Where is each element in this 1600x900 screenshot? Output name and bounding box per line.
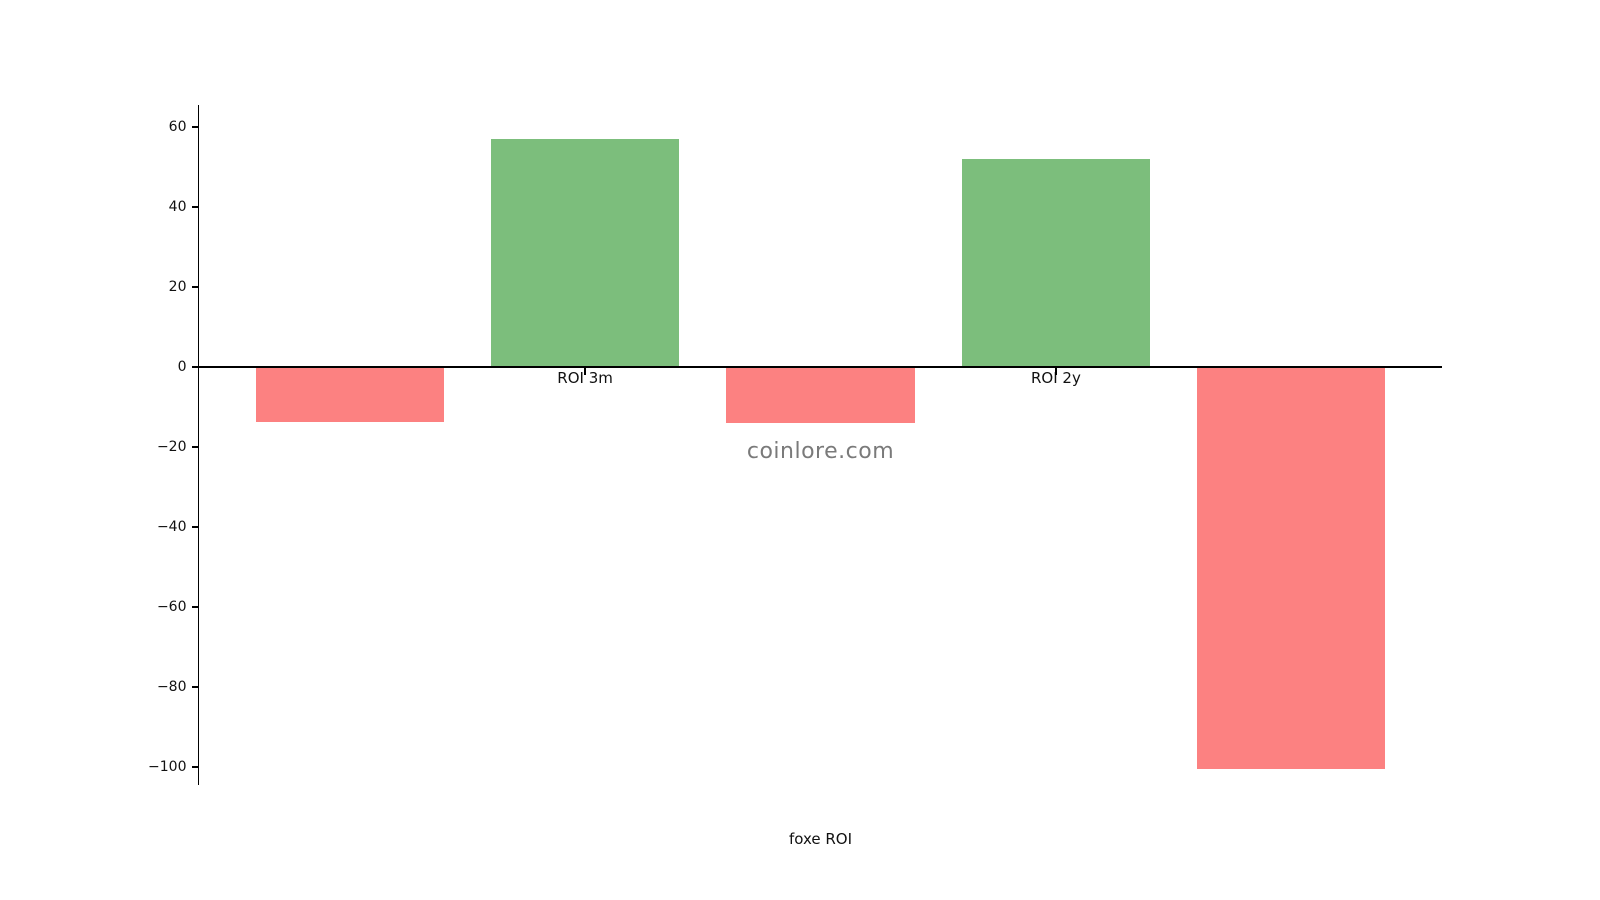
y-tick-mark <box>191 686 198 688</box>
y-tick-label: 20 <box>168 278 187 295</box>
chart-bar-unlabeled-2 <box>726 367 915 423</box>
y-tick-mark <box>191 606 198 608</box>
y-tick-mark <box>191 766 198 768</box>
chart-bar-roi-2y <box>961 159 1151 367</box>
y-tick-label: −20 <box>156 438 187 455</box>
x-tick-label: ROI 2y <box>1030 368 1081 387</box>
y-tick-label: −100 <box>148 758 187 775</box>
chart-bar-unlabeled-4 <box>1197 367 1386 769</box>
x-axis-line <box>197 366 1442 368</box>
chart-bar-unlabeled-0 <box>255 367 444 423</box>
x-tick-mark <box>1055 367 1057 375</box>
y-tick-mark <box>191 526 198 528</box>
y-tick-mark <box>191 126 198 128</box>
x-tick-label: ROI 3m <box>557 368 613 387</box>
y-tick-label: −60 <box>156 598 187 615</box>
watermark: coinlore.com <box>746 439 895 464</box>
y-tick-label: −80 <box>156 678 187 695</box>
y-axis-line <box>197 105 199 785</box>
x-axis-title: foxe ROI <box>788 830 853 848</box>
y-tick-mark <box>191 206 198 208</box>
x-tick-mark <box>584 367 586 375</box>
y-tick-mark <box>191 366 198 368</box>
y-tick-mark <box>191 286 198 288</box>
chart-bar-roi-3m <box>490 139 680 367</box>
y-tick-label: −40 <box>156 518 187 535</box>
y-tick-label: 60 <box>168 118 187 135</box>
y-tick-mark <box>191 446 198 448</box>
y-tick-label: 0 <box>177 358 187 375</box>
y-tick-label: 40 <box>168 198 187 215</box>
